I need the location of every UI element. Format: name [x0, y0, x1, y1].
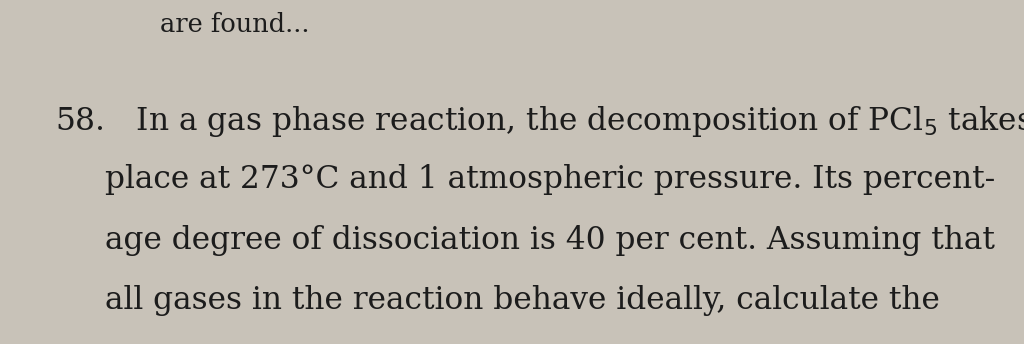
- Text: all gases in the reaction behave ideally, calculate the: all gases in the reaction behave ideally…: [105, 285, 940, 316]
- Text: are found...: are found...: [160, 12, 309, 37]
- Text: age degree of dissociation is 40 per cent. Assuming that: age degree of dissociation is 40 per cen…: [105, 225, 995, 256]
- Text: place at 273°C and 1 atmospheric pressure. Its percent-: place at 273°C and 1 atmospheric pressur…: [105, 164, 995, 195]
- Text: 58. In a gas phase reaction, the decomposition of PCl$_{5}$ takes: 58. In a gas phase reaction, the decompo…: [55, 104, 1024, 139]
